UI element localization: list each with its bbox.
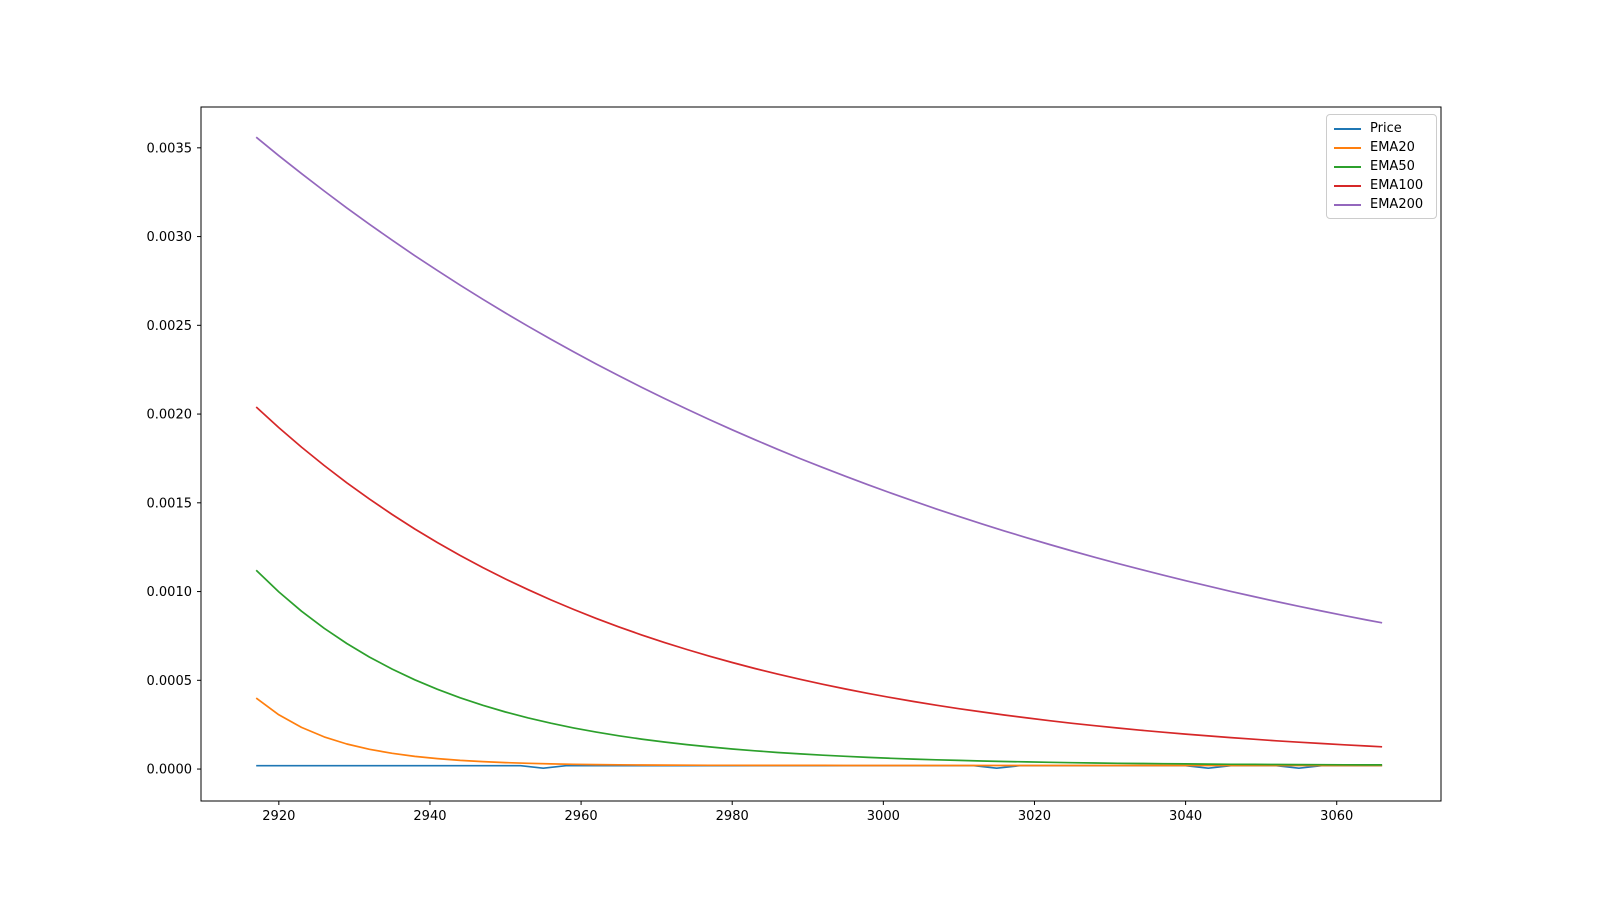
y-tick-label: 0.0000 [147,763,193,778]
legend-label: EMA100 [1370,178,1424,193]
legend-line-sample [1334,147,1361,149]
x-tick-label: 3060 [1320,809,1353,824]
y-tick-label: 0.0030 [147,230,193,245]
x-tick-label: 2960 [565,809,598,824]
y-tick-label: 0.0025 [147,319,193,334]
legend-line-sample [1334,185,1361,187]
x-tick-label: 2920 [262,809,295,824]
legend-label: EMA200 [1370,197,1424,212]
legend-line-sample [1334,128,1361,130]
series-line-ema200 [255,136,1383,624]
x-tick-label: 3000 [867,809,900,824]
legend-item-ema20: EMA20 [1334,139,1428,157]
legend-item-ema200: EMA200 [1334,196,1428,214]
series-line-ema20 [255,697,1383,767]
series-line-ema100 [255,406,1383,748]
y-tick-label: 0.0035 [147,141,193,156]
x-tick-label: 3020 [1018,809,1051,824]
x-tick-label: 3040 [1169,809,1202,824]
axes-frame [200,106,1442,802]
legend-line-sample [1334,166,1361,168]
series-line-ema50 [255,569,1383,766]
x-tick-label: 2940 [413,809,446,824]
legend: Price EMA20 EMA50 EMA100 EMA200 [1326,114,1437,219]
x-tick-label: 2980 [716,809,749,824]
legend-label: Price [1370,121,1402,136]
y-tick-label: 0.0005 [147,674,193,689]
legend-label: EMA20 [1370,140,1415,155]
y-tick-label: 0.0015 [147,496,193,511]
legend-item-ema100: EMA100 [1334,177,1428,195]
legend-item-price: Price [1334,120,1428,138]
y-tick-label: 0.0020 [147,408,193,423]
y-tick-label: 0.0010 [147,585,193,600]
legend-item-ema50: EMA50 [1334,158,1428,176]
legend-label: EMA50 [1370,159,1415,174]
legend-line-sample [1334,204,1361,206]
